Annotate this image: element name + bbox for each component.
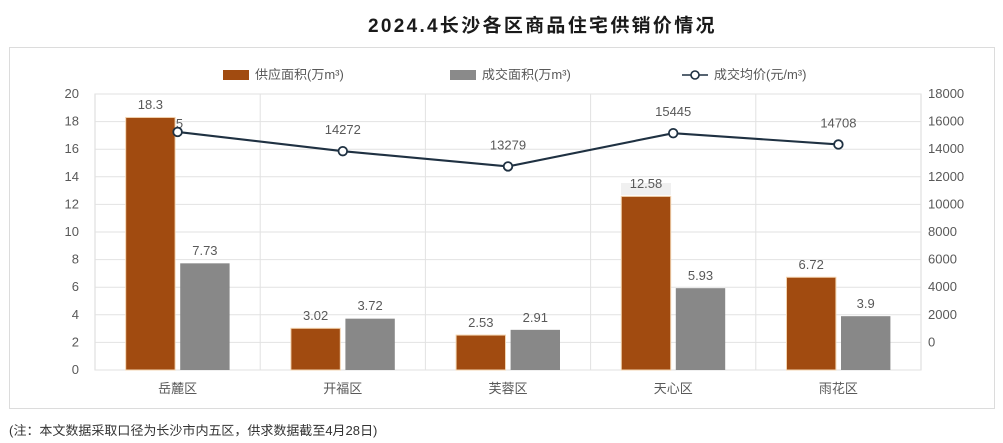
svg-text:7.73: 7.73 [192,243,217,258]
svg-text:13279: 13279 [490,137,526,152]
svg-text:18: 18 [65,114,79,129]
svg-text:16000: 16000 [928,114,964,129]
svg-text:6.72: 6.72 [799,257,824,272]
svg-text:3.02: 3.02 [303,308,328,323]
svg-text:8000: 8000 [928,224,957,239]
svg-text:14272: 14272 [325,122,361,137]
svg-text:12000: 12000 [928,169,964,184]
svg-text:0: 0 [72,362,79,377]
svg-text:4: 4 [72,307,79,322]
svg-text:2.53: 2.53 [468,315,493,330]
svg-text:14000: 14000 [928,141,964,156]
svg-text:8: 8 [72,252,79,267]
svg-text:12: 12 [65,196,79,211]
svg-text:14708: 14708 [820,116,856,131]
svg-text:2000: 2000 [928,307,957,322]
svg-text:雨花区: 雨花区 [819,381,858,396]
svg-text:4000: 4000 [928,279,957,294]
svg-text:18.3: 18.3 [138,97,163,112]
svg-text:5.93: 5.93 [688,268,713,283]
svg-text:0: 0 [928,334,935,349]
svg-text:2: 2 [72,334,79,349]
svg-text:岳麓区: 岳麓区 [158,381,197,396]
svg-text:2.91: 2.91 [523,310,548,325]
svg-text:18000: 18000 [928,86,964,101]
svg-text:芙蓉区: 芙蓉区 [488,381,527,396]
svg-text:开福区: 开福区 [323,381,362,396]
svg-text:15445: 15445 [655,104,691,119]
svg-text:6: 6 [72,279,79,294]
svg-text:6000: 6000 [928,252,957,267]
svg-text:16: 16 [65,141,79,156]
svg-text:10000: 10000 [928,196,964,211]
svg-text:10: 10 [65,224,79,239]
svg-text:14: 14 [65,169,79,184]
svg-text:20: 20 [65,86,79,101]
svg-text:3.72: 3.72 [357,298,382,313]
svg-text:天心区: 天心区 [654,381,693,396]
svg-text:3.9: 3.9 [857,296,875,311]
svg-text:12.58: 12.58 [630,176,663,191]
